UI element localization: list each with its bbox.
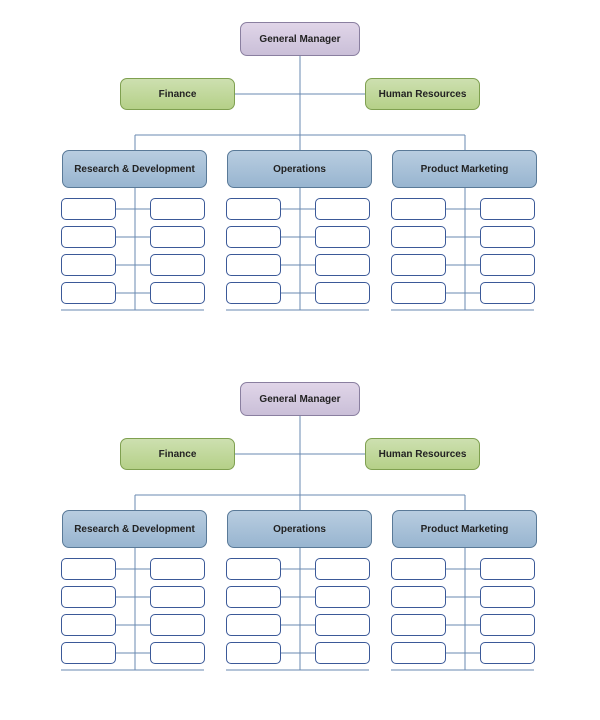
dept-rd-node: Research & Development xyxy=(62,150,207,188)
slot xyxy=(315,198,370,220)
slot xyxy=(480,198,535,220)
dept-pm-label: Product Marketing xyxy=(421,164,509,175)
slot xyxy=(226,642,281,664)
slot xyxy=(61,226,116,248)
slot xyxy=(315,282,370,304)
dept-pm-node: Product Marketing xyxy=(392,510,537,548)
slot xyxy=(391,558,446,580)
slot xyxy=(150,198,205,220)
slot xyxy=(61,558,116,580)
slot xyxy=(61,282,116,304)
slot xyxy=(480,614,535,636)
slot xyxy=(391,614,446,636)
slot xyxy=(226,586,281,608)
slot xyxy=(315,614,370,636)
slot xyxy=(480,226,535,248)
slot xyxy=(150,642,205,664)
slot xyxy=(480,558,535,580)
slot xyxy=(226,254,281,276)
slot xyxy=(391,282,446,304)
slot xyxy=(61,254,116,276)
slot xyxy=(315,226,370,248)
org-chart-2: General Manager Finance Human Resources … xyxy=(0,360,600,720)
general-manager-node: General Manager xyxy=(240,22,360,56)
hr-node: Human Resources xyxy=(365,438,480,470)
slot xyxy=(391,586,446,608)
dept-pm-label: Product Marketing xyxy=(421,524,509,535)
slot xyxy=(226,226,281,248)
slot xyxy=(315,254,370,276)
slot xyxy=(226,282,281,304)
slot xyxy=(315,642,370,664)
slot xyxy=(391,226,446,248)
slot xyxy=(150,254,205,276)
dept-ops-node: Operations xyxy=(227,510,372,548)
slot xyxy=(480,282,535,304)
finance-node: Finance xyxy=(120,78,235,110)
org-chart-1: General Manager Finance Human Resources … xyxy=(0,0,600,360)
slot xyxy=(480,586,535,608)
dept-rd-node: Research & Development xyxy=(62,510,207,548)
slot xyxy=(315,558,370,580)
slot xyxy=(150,282,205,304)
slot xyxy=(61,586,116,608)
slot xyxy=(315,586,370,608)
slot xyxy=(150,558,205,580)
general-manager-node: General Manager xyxy=(240,382,360,416)
slot xyxy=(480,642,535,664)
slot xyxy=(61,642,116,664)
slot xyxy=(391,198,446,220)
slot xyxy=(391,642,446,664)
slot xyxy=(61,614,116,636)
finance-node: Finance xyxy=(120,438,235,470)
dept-pm-node: Product Marketing xyxy=(392,150,537,188)
slot xyxy=(480,254,535,276)
slot xyxy=(150,226,205,248)
slot xyxy=(226,558,281,580)
slot xyxy=(150,586,205,608)
slot xyxy=(61,198,116,220)
slot xyxy=(150,614,205,636)
slot xyxy=(226,198,281,220)
hr-node: Human Resources xyxy=(365,78,480,110)
slot xyxy=(391,254,446,276)
slot xyxy=(226,614,281,636)
dept-ops-node: Operations xyxy=(227,150,372,188)
